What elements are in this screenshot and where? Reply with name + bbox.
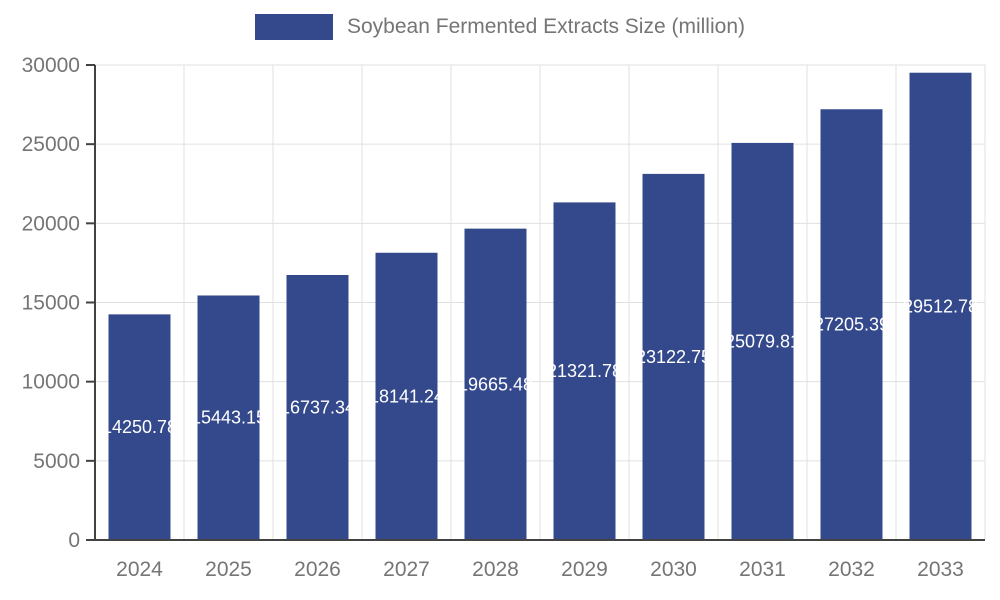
x-tick-label: 2025 xyxy=(205,558,252,581)
x-tick-label: 2027 xyxy=(383,558,430,581)
bar-2031 xyxy=(731,142,794,540)
y-tick-label: 5000 xyxy=(33,450,80,473)
bar-2030 xyxy=(642,173,705,541)
x-tick-label: 2026 xyxy=(294,558,341,581)
legend-label: Soybean Fermented Extracts Size (million… xyxy=(347,15,745,38)
x-tick-label: 2032 xyxy=(828,558,875,581)
bar-value-label: 21321.78 xyxy=(547,361,622,381)
bar-2032 xyxy=(820,109,883,541)
x-tick-label: 2028 xyxy=(472,558,519,581)
y-tick-label: 25000 xyxy=(22,133,80,156)
x-tick-label: 2029 xyxy=(561,558,608,581)
x-tick-label: 2024 xyxy=(116,558,163,581)
bar-value-label: 18141.24 xyxy=(369,386,444,406)
y-tick-label: 30000 xyxy=(22,54,80,77)
bar-value-label: 29512.78 xyxy=(903,296,978,316)
y-tick-label: 20000 xyxy=(22,212,80,235)
y-tick-label: 0 xyxy=(68,529,80,552)
bar-2024 xyxy=(108,314,171,540)
bar-value-label: 19665.48 xyxy=(458,374,533,394)
bar-2033 xyxy=(909,72,972,540)
legend-swatch xyxy=(255,14,333,40)
bar-value-label: 16737.34 xyxy=(280,397,355,417)
y-tick-label: 15000 xyxy=(22,292,80,315)
bar-2025 xyxy=(197,295,260,540)
x-tick-label: 2030 xyxy=(650,558,697,581)
bar-value-label: 23122.75 xyxy=(636,347,711,367)
bar-value-label: 25079.81 xyxy=(725,331,800,351)
bar-2029 xyxy=(553,202,616,540)
bar-2027 xyxy=(375,252,438,540)
bar-value-label: 27205.39 xyxy=(814,315,889,335)
bar-value-label: 15443.15 xyxy=(191,408,266,428)
bar-2026 xyxy=(286,274,349,540)
bar-2028 xyxy=(464,228,527,541)
chart-legend[interactable]: Soybean Fermented Extracts Size (million… xyxy=(0,14,1000,40)
x-tick-label: 2031 xyxy=(739,558,786,581)
x-tick-label: 2033 xyxy=(917,558,964,581)
bar-value-label: 14250.78 xyxy=(102,417,177,437)
y-tick-label: 10000 xyxy=(22,371,80,394)
